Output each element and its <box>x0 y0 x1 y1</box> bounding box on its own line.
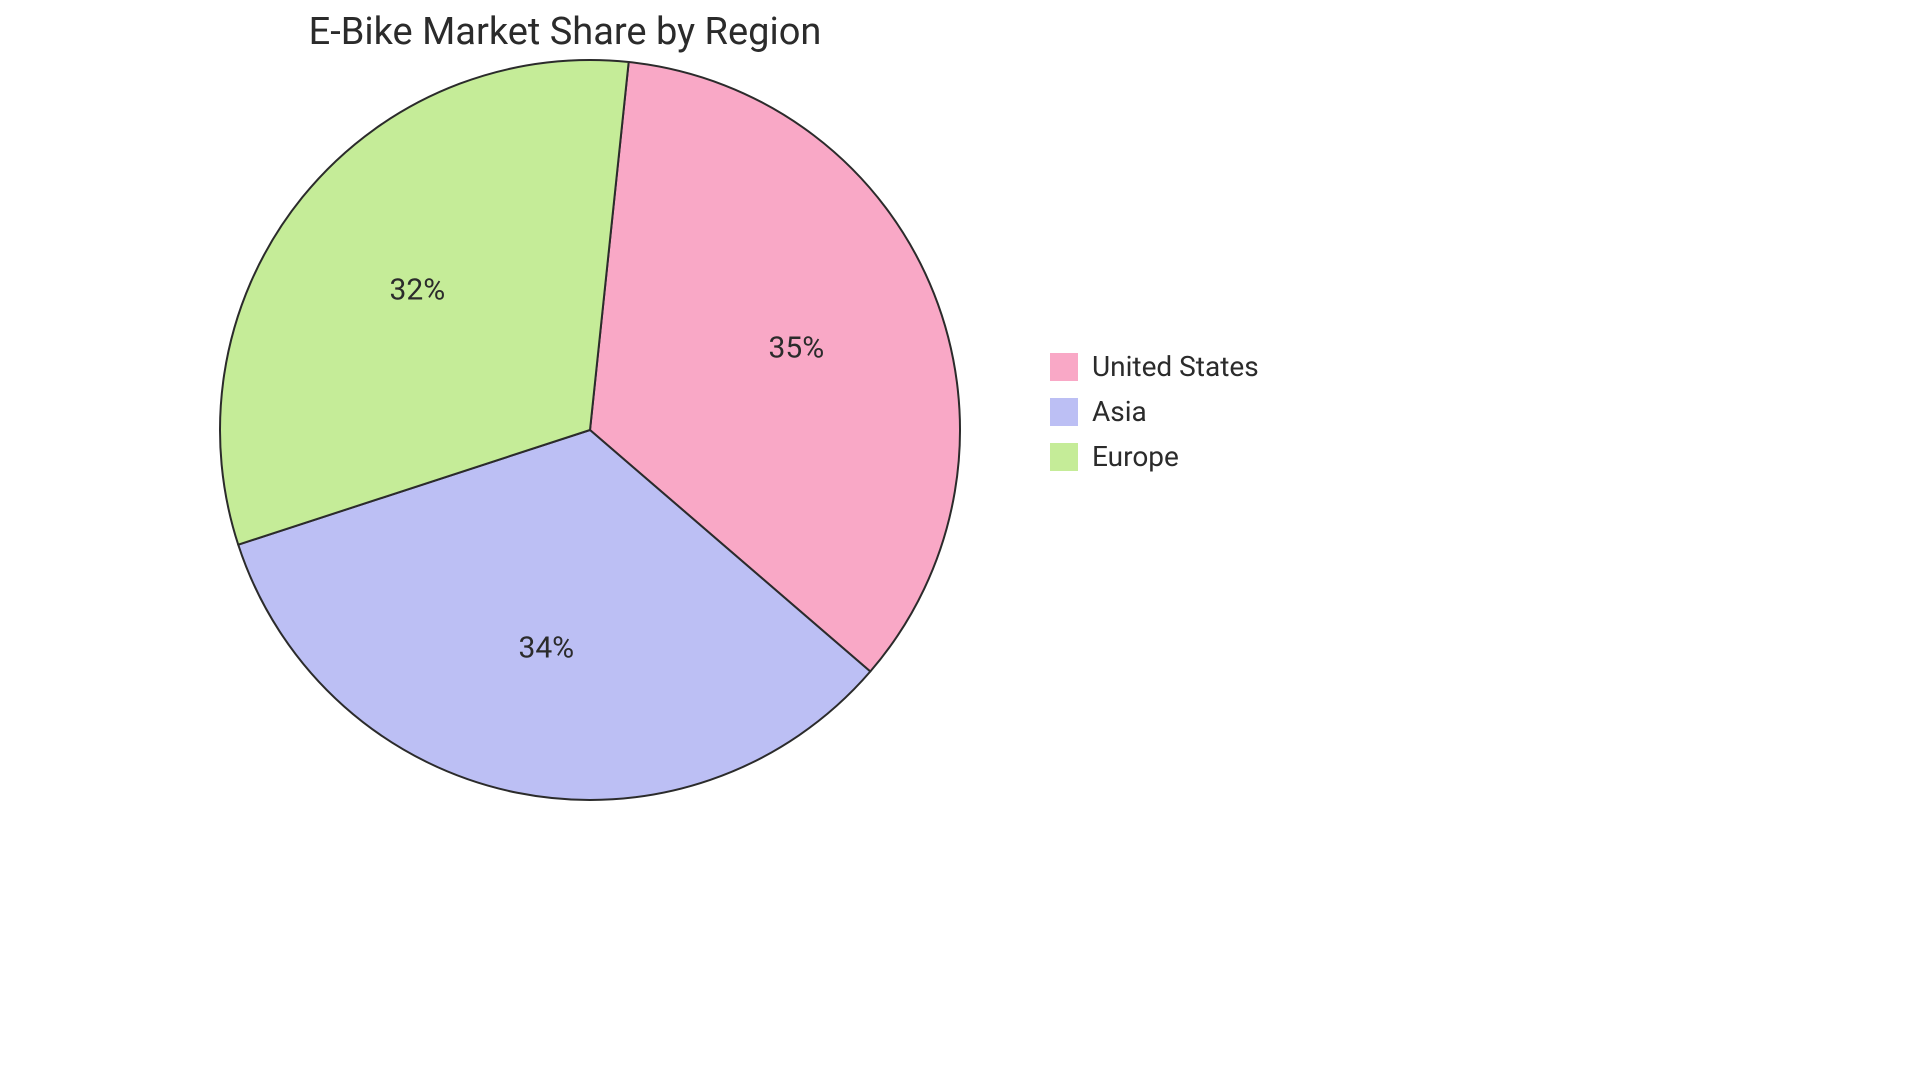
legend-label: Europe <box>1092 440 1179 473</box>
legend-swatch <box>1050 353 1078 381</box>
slice-label: 35% <box>769 331 825 366</box>
legend-label: Asia <box>1092 395 1147 428</box>
legend-swatch <box>1050 443 1078 471</box>
legend: United States Asia Europe <box>1050 350 1259 485</box>
slice-label: 34% <box>518 630 574 665</box>
legend-item: United States <box>1050 350 1259 383</box>
legend-label: United States <box>1092 350 1259 383</box>
pie-chart <box>216 56 964 804</box>
chart-title: E-Bike Market Share by Region <box>309 10 822 54</box>
slice-label: 32% <box>390 273 446 308</box>
legend-swatch <box>1050 398 1078 426</box>
legend-item: Asia <box>1050 395 1259 428</box>
legend-item: Europe <box>1050 440 1259 473</box>
pie-chart-container: E-Bike Market Share by Region United Sta… <box>0 0 1920 1083</box>
